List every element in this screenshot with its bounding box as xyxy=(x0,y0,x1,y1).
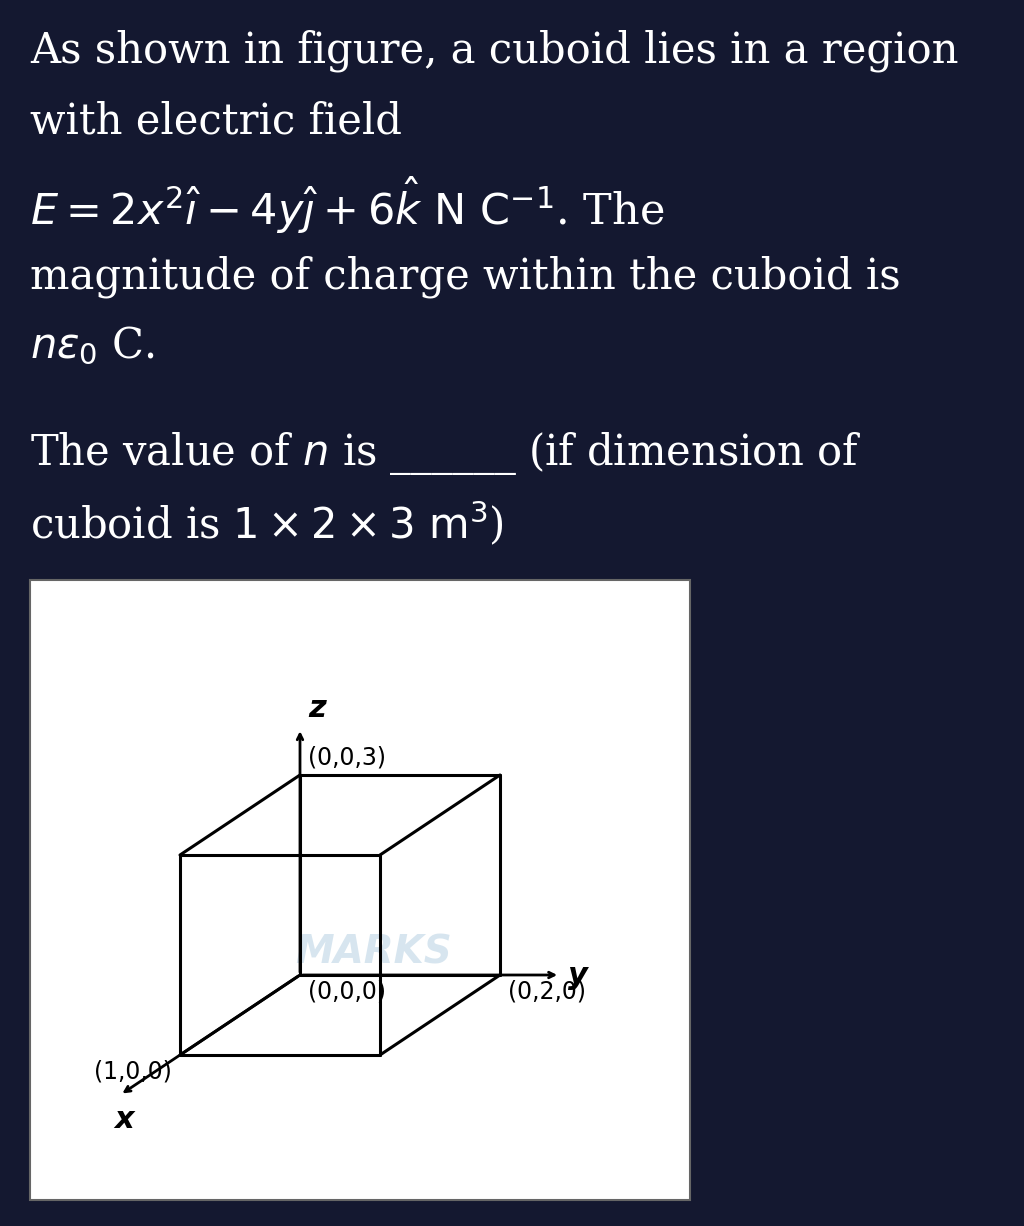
Text: (0,0,0): (0,0,0) xyxy=(308,980,386,1004)
Text: x: x xyxy=(115,1105,134,1134)
Text: As shown in figure, a cuboid lies in a region: As shown in figure, a cuboid lies in a r… xyxy=(30,29,958,72)
Text: (1,0,0): (1,0,0) xyxy=(94,1060,172,1084)
Text: $E = 2x^2\hat{\imath} - 4y\hat{\jmath} + 6\hat{k}\ \mathrm{N\ C^{-1}}$. The: $E = 2x^2\hat{\imath} - 4y\hat{\jmath} +… xyxy=(30,175,665,237)
Text: The value of $n$ is ______ (if dimension of: The value of $n$ is ______ (if dimension… xyxy=(30,430,862,477)
Bar xyxy=(30,580,690,1200)
Text: cuboid is $1 \times 2 \times 3\ \mathrm{m}^3$): cuboid is $1 \times 2 \times 3\ \mathrm{… xyxy=(30,498,504,547)
Text: $n\varepsilon_0$ C.: $n\varepsilon_0$ C. xyxy=(30,325,155,368)
Text: magnitude of charge within the cuboid is: magnitude of charge within the cuboid is xyxy=(30,255,901,298)
Text: y: y xyxy=(568,960,588,989)
Text: MARKS: MARKS xyxy=(295,933,452,971)
Text: (0,2,0): (0,2,0) xyxy=(508,980,586,1004)
Text: z: z xyxy=(308,694,326,723)
Text: (0,0,3): (0,0,3) xyxy=(308,745,386,770)
Text: with electric field: with electric field xyxy=(30,101,402,142)
